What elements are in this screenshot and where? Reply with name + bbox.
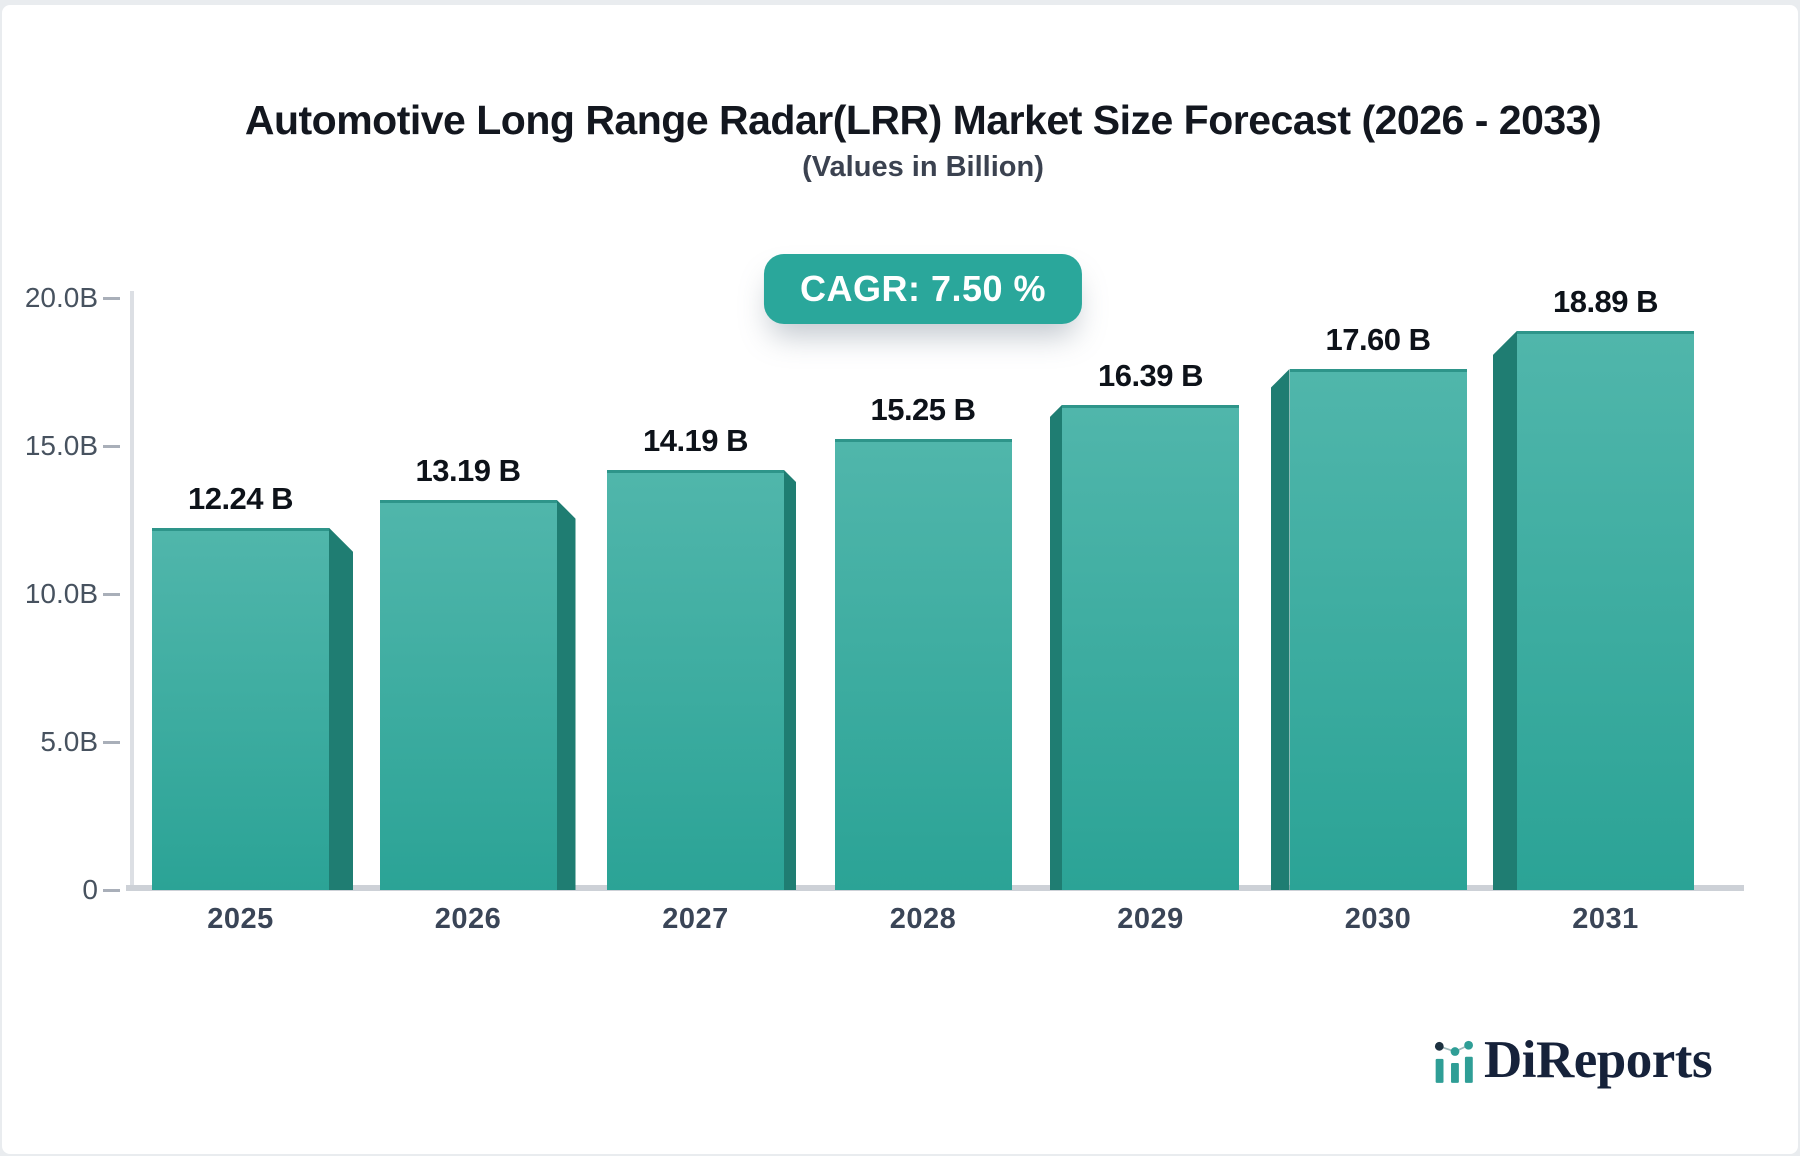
y-axis-tick-mark bbox=[103, 444, 120, 448]
bar-3d-side bbox=[1270, 369, 1290, 890]
y-axis-tick-label: 20.0B bbox=[24, 282, 98, 313]
y-axis-tick-mark bbox=[103, 296, 120, 300]
bar-2025 bbox=[152, 527, 329, 890]
bar-value-label: 14.19 B bbox=[642, 422, 749, 458]
chart-subtitle: (Values in Billion) bbox=[802, 151, 1044, 183]
mini-bar-chart-icon bbox=[1434, 1040, 1473, 1083]
bar-3d-side bbox=[556, 499, 576, 890]
y-axis-tick-mark bbox=[103, 592, 120, 596]
y-axis-tick-label: 15.0B bbox=[24, 430, 98, 461]
bar-2030 bbox=[1289, 369, 1467, 890]
y-axis-tick-mark bbox=[103, 888, 120, 892]
x-axis-category-label: 2031 bbox=[1572, 903, 1639, 935]
chart-card: Automotive Long Range Radar(LRR) Market … bbox=[2, 5, 1798, 1154]
bar-value-label: 16.39 B bbox=[1097, 357, 1204, 393]
bar-value-label: 18.89 B bbox=[1552, 283, 1659, 319]
y-axis-tick-label: 0 bbox=[82, 874, 98, 905]
x-axis-category-label: 2026 bbox=[434, 903, 502, 935]
bar-3d-side bbox=[1493, 330, 1517, 890]
bar-2029 bbox=[1062, 404, 1239, 890]
bar-value-label: 17.60 B bbox=[1325, 322, 1431, 358]
x-axis-category-label: 2030 bbox=[1344, 903, 1412, 935]
y-axis-tick-label: 10.0B bbox=[24, 578, 98, 609]
logo-text: DiReports bbox=[1484, 1031, 1713, 1089]
y-axis-tick-mark bbox=[103, 740, 120, 744]
bar-value-label: 13.19 B bbox=[415, 452, 521, 488]
y-axis-line bbox=[130, 291, 134, 891]
x-axis-category-label: 2028 bbox=[889, 903, 957, 935]
bar-3d-side bbox=[1050, 404, 1062, 890]
cagr-badge: CAGR: 7.50 % bbox=[763, 254, 1083, 324]
bar-2026 bbox=[379, 499, 557, 890]
bar-value-label: 12.24 B bbox=[187, 480, 294, 516]
bar-3d-side bbox=[784, 469, 796, 890]
bar-2031 bbox=[1517, 330, 1694, 890]
y-axis-tick-label: 5.0B bbox=[40, 726, 98, 757]
bar-2028 bbox=[834, 438, 1012, 890]
x-axis-category-label: 2025 bbox=[207, 903, 274, 935]
bar-3d-side bbox=[329, 527, 353, 890]
x-axis-category-label: 2027 bbox=[662, 903, 729, 935]
chart-title: Automotive Long Range Radar(LRR) Market … bbox=[244, 97, 1602, 143]
x-axis-category-label: 2029 bbox=[1117, 903, 1184, 935]
direports-logo: DiReports bbox=[1434, 1031, 1713, 1089]
bar-value-label: 15.25 B bbox=[870, 391, 976, 427]
bar-2027 bbox=[607, 469, 784, 890]
